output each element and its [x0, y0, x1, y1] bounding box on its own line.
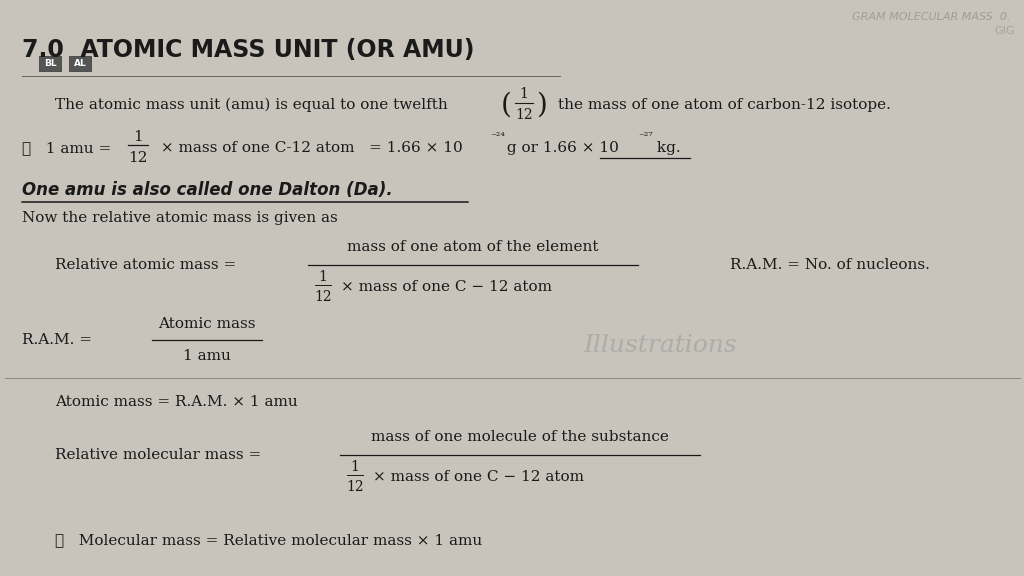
Text: kg.: kg.: [652, 141, 681, 155]
Text: ): ): [537, 92, 548, 119]
Text: GRAM MOLECULAR MASS  0.: GRAM MOLECULAR MASS 0.: [852, 12, 1010, 22]
Text: GIG: GIG: [994, 26, 1015, 36]
Text: 1: 1: [318, 270, 328, 284]
Text: ⁻²⁴: ⁻²⁴: [490, 132, 505, 142]
Text: R.A.M. =: R.A.M. =: [22, 333, 97, 347]
Text: × mass of one C-12 atom   = 1.66 × 10: × mass of one C-12 atom = 1.66 × 10: [156, 141, 463, 155]
Text: the mass of one atom of carbon-12 isotope.: the mass of one atom of carbon-12 isotop…: [558, 98, 891, 112]
Text: Illustrations: Illustrations: [583, 334, 737, 357]
Text: 1: 1: [350, 460, 359, 474]
Text: Now the relative atomic mass is given as: Now the relative atomic mass is given as: [22, 211, 338, 225]
Bar: [69, 56, 91, 71]
Text: 12: 12: [128, 151, 147, 165]
Text: g or 1.66 × 10: g or 1.66 × 10: [502, 141, 618, 155]
Text: 12: 12: [346, 480, 364, 494]
Text: BL: BL: [44, 59, 56, 68]
Text: 1: 1: [133, 130, 143, 144]
Text: × mass of one C − 12 atom: × mass of one C − 12 atom: [373, 470, 584, 484]
Text: 7.0  ATOMIC MASS UNIT (OR AMU): 7.0 ATOMIC MASS UNIT (OR AMU): [22, 38, 474, 62]
Text: Atomic mass: Atomic mass: [159, 317, 256, 331]
Text: R.A.M. = No. of nucleons.: R.A.M. = No. of nucleons.: [730, 258, 930, 272]
Text: mass of one molecule of the substance: mass of one molecule of the substance: [371, 430, 669, 444]
Text: × mass of one C − 12 atom: × mass of one C − 12 atom: [341, 280, 552, 294]
Text: Relative molecular mass =: Relative molecular mass =: [55, 448, 266, 462]
Text: AL: AL: [74, 59, 86, 68]
Text: ∴   Molecular mass = Relative molecular mass × 1 amu: ∴ Molecular mass = Relative molecular ma…: [55, 533, 482, 547]
Text: The atomic mass unit (amu) is equal to one twelfth: The atomic mass unit (amu) is equal to o…: [55, 98, 447, 112]
Text: ⁻²⁷: ⁻²⁷: [638, 132, 652, 142]
Text: mass of one atom of the element: mass of one atom of the element: [347, 240, 599, 254]
Text: Atomic mass = R.A.M. × 1 amu: Atomic mass = R.A.M. × 1 amu: [55, 395, 298, 409]
Text: (: (: [501, 92, 511, 119]
Text: 1 amu: 1 amu: [183, 349, 231, 363]
Text: Relative atomic mass =: Relative atomic mass =: [55, 258, 241, 272]
Text: 12: 12: [314, 290, 332, 304]
Text: One amu is also called one Dalton (Da).: One amu is also called one Dalton (Da).: [22, 181, 393, 199]
Bar: [39, 56, 61, 71]
Text: ∴   1 amu =: ∴ 1 amu =: [22, 141, 116, 155]
Text: 1: 1: [519, 87, 528, 101]
Text: 12: 12: [515, 108, 532, 122]
